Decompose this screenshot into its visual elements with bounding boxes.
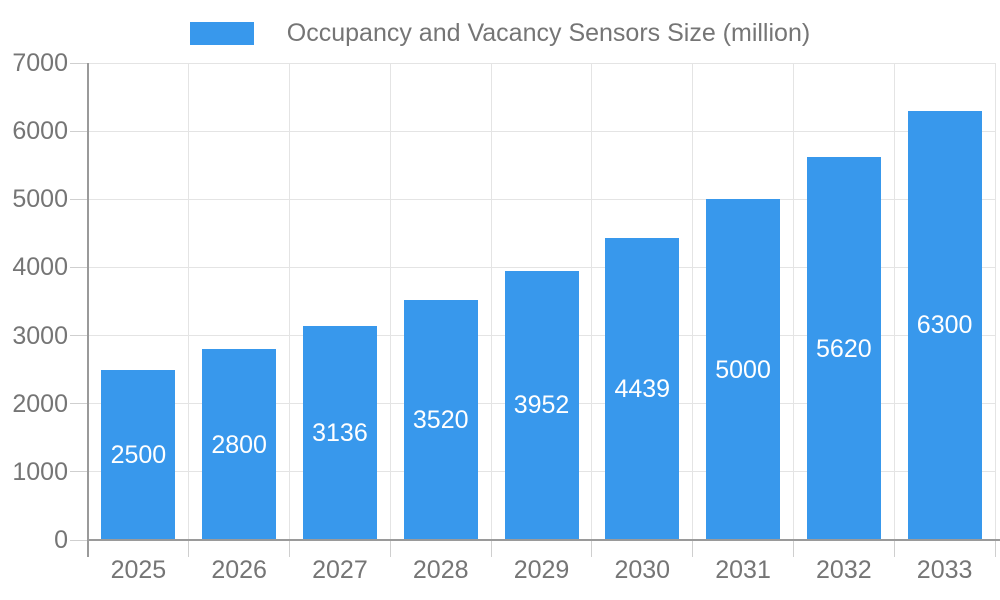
bar-2030[interactable]	[605, 237, 680, 540]
gridline-vertical	[692, 63, 694, 540]
bar-2025[interactable]	[101, 369, 176, 540]
y-axis-label: 6000	[12, 117, 68, 146]
bar-value-label: 2800	[211, 430, 267, 459]
bar-2032[interactable]	[806, 157, 881, 540]
bar-value-label: 5620	[816, 334, 872, 363]
y-axis-label: 0	[54, 526, 68, 554]
bar-2026[interactable]	[202, 349, 277, 540]
x-axis-tick	[188, 541, 190, 557]
bar-2033[interactable]	[907, 110, 982, 540]
bar-2031[interactable]	[706, 199, 781, 540]
bar-value-label: 3520	[412, 406, 469, 435]
x-axis-label: 2031	[715, 556, 771, 584]
legend-swatch	[189, 22, 254, 45]
y-axis-tick	[70, 130, 88, 132]
gridline-horizontal	[88, 266, 995, 268]
y-axis-tick	[70, 266, 88, 268]
y-axis-label: 2000	[12, 389, 68, 418]
x-axis-tick	[792, 541, 794, 557]
x-axis-line	[87, 539, 1000, 541]
gridline-vertical	[994, 63, 996, 540]
bar-2029[interactable]	[504, 270, 579, 540]
bar-2028[interactable]	[403, 300, 478, 540]
x-axis-label: 2033	[916, 556, 973, 584]
x-axis-label: 2028	[412, 556, 469, 584]
x-axis-label: 2025	[110, 556, 167, 584]
x-axis-tick	[490, 541, 492, 557]
bar-value-label: 5000	[715, 355, 771, 384]
y-axis-line	[87, 63, 89, 557]
gridline-vertical	[490, 63, 492, 540]
x-axis-tick	[289, 541, 291, 557]
x-axis-tick	[591, 541, 593, 557]
y-axis-label: 1000	[12, 457, 68, 486]
bar-value-label: 4439	[614, 374, 671, 403]
legend-series-label: Occupancy and Vacancy Sensors Size (mill…	[286, 19, 811, 47]
gridline-vertical	[591, 63, 593, 540]
y-axis-tick	[70, 539, 88, 541]
y-axis-tick	[70, 335, 88, 337]
bar-value-label: 3952	[513, 391, 570, 420]
gridline-vertical	[188, 63, 190, 540]
bar-value-label: 3136	[312, 419, 368, 448]
chart-legend[interactable]: Occupancy and Vacancy Sensors Size (mill…	[0, 19, 1000, 47]
y-axis-tick	[70, 403, 88, 405]
gridline-vertical	[289, 63, 291, 540]
gridline-vertical	[389, 63, 391, 540]
bar-value-label: 2500	[110, 440, 167, 469]
x-axis-label: 2030	[614, 556, 671, 584]
x-axis-label: 2032	[816, 556, 872, 584]
y-axis-label: 4000	[12, 253, 68, 282]
gridline-vertical	[792, 63, 794, 540]
y-axis-label: 3000	[12, 321, 68, 350]
x-axis-tick	[389, 541, 391, 557]
y-axis-tick	[70, 198, 88, 200]
gridline-horizontal	[88, 62, 995, 64]
bar-value-label: 6300	[916, 311, 973, 340]
x-axis-tick	[994, 541, 996, 557]
x-axis-tick	[692, 541, 694, 557]
y-axis-label: 7000	[12, 49, 68, 77]
x-axis-label: 2026	[211, 556, 267, 584]
gridline-horizontal	[88, 198, 995, 200]
gridline-horizontal	[88, 130, 995, 132]
x-axis-label: 2027	[312, 556, 368, 584]
x-axis-tick	[893, 541, 895, 557]
y-axis-tick	[70, 471, 88, 473]
gridline-vertical	[893, 63, 895, 540]
x-axis-label: 2029	[513, 556, 570, 584]
bar-2027[interactable]	[302, 326, 377, 540]
y-axis-label: 5000	[12, 185, 68, 214]
y-axis-tick	[70, 62, 88, 64]
